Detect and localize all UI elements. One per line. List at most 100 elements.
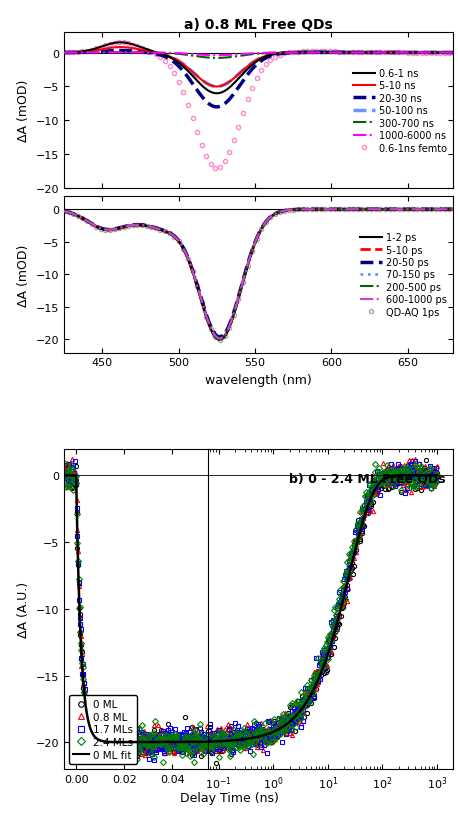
0.6-1 ns — [214, 89, 219, 99]
0.6-1 ns — [131, 41, 137, 50]
Line: 1000-6000 ns: 1000-6000 ns — [64, 53, 457, 56]
5-10 ps — [357, 205, 363, 215]
200-500 ps — [357, 205, 363, 215]
5-10 ps — [61, 207, 67, 217]
20-50 ps — [61, 207, 67, 217]
1-2 ps — [162, 227, 168, 237]
70-150 ps — [357, 205, 363, 215]
0.6-1ns femto — [401, 49, 406, 59]
QD-AQ 1ps — [61, 207, 67, 217]
200-500 ps — [162, 227, 168, 237]
1-2 ps — [454, 205, 458, 215]
0.6-1 ns — [294, 48, 300, 58]
0.6-1 ns — [61, 49, 67, 59]
5-10 ps — [293, 205, 299, 215]
20-50 ps — [217, 332, 223, 342]
300-700 ns — [131, 48, 137, 58]
QD-AQ 1ps — [103, 226, 108, 236]
1000-6000 ns — [358, 49, 364, 59]
600-1000 ps — [324, 205, 329, 215]
300-700 ns — [454, 49, 458, 59]
50-100 ns — [454, 49, 458, 59]
300-700 ns — [358, 49, 364, 59]
70-150 ps — [293, 205, 299, 215]
0.6-1ns femto — [71, 48, 76, 58]
Line: 300-700 ns: 300-700 ns — [64, 53, 457, 59]
QD-AQ 1ps — [71, 210, 76, 220]
600-1000 ps — [454, 205, 458, 215]
Legend: 0 ML, 0.8 ML, 1.7 MLs, 2.4 MLs, 0 ML fit: 0 ML, 0.8 ML, 1.7 MLs, 2.4 MLs, 0 ML fit — [69, 696, 137, 764]
1-2 ps — [217, 335, 223, 345]
20-30 ns — [294, 49, 300, 59]
20-30 ns — [118, 46, 123, 56]
300-700 ns — [118, 48, 123, 58]
0.6-1ns femto — [103, 41, 108, 51]
Legend: 0.6-1 ns, 5-10 ns, 20-30 ns, 50-100 ns, 300-700 ns, 1000-6000 ns, 0.6-1ns femto: 0.6-1 ns, 5-10 ns, 20-30 ns, 50-100 ns, … — [349, 65, 451, 157]
5-10 ps — [217, 335, 223, 345]
Line: 1-2 ps: 1-2 ps — [64, 210, 457, 340]
5-10 ps — [162, 227, 168, 237]
0.6-1 ns — [118, 38, 123, 48]
70-150 ps — [240, 278, 245, 288]
50-100 ns — [214, 83, 219, 93]
50-100 ns — [358, 49, 364, 59]
20-30 ns — [163, 53, 169, 63]
0.6-1 ns — [454, 49, 458, 59]
Line: 20-30 ns: 20-30 ns — [64, 51, 457, 108]
1-2 ps — [240, 280, 245, 290]
Line: 0.6-1 ns: 0.6-1 ns — [64, 43, 457, 94]
Line: 200-500 ps: 200-500 ps — [64, 210, 457, 340]
600-1000 ps — [162, 227, 168, 237]
50-100 ns — [325, 49, 330, 59]
QD-AQ 1ps — [451, 205, 457, 215]
1000-6000 ns — [214, 51, 219, 61]
Title: a) 0.8 ML Free QDs: a) 0.8 ML Free QDs — [185, 18, 333, 32]
QD-AQ 1ps — [254, 234, 259, 244]
20-50 ps — [324, 205, 329, 215]
5-10 ns — [325, 48, 330, 58]
1000-6000 ns — [325, 49, 330, 59]
20-30 ns — [131, 47, 137, 57]
0.6-1 ns — [163, 51, 169, 61]
300-700 ns — [294, 49, 300, 59]
5-10 ns — [163, 51, 169, 61]
200-500 ps — [131, 221, 136, 231]
5-10 ns — [61, 49, 67, 59]
Line: QD-AQ 1ps: QD-AQ 1ps — [62, 208, 456, 342]
5-10 ps — [240, 280, 245, 290]
QD-AQ 1ps — [396, 205, 402, 215]
5-10 ns — [454, 49, 458, 59]
5-10 ns — [118, 43, 123, 53]
300-700 ns — [214, 54, 219, 64]
0.6-1ns femto — [451, 49, 457, 59]
200-500 ps — [454, 205, 458, 215]
20-50 ps — [131, 221, 136, 231]
0.6-1ns femto — [61, 49, 67, 59]
300-700 ns — [163, 49, 169, 59]
1000-6000 ns — [454, 49, 458, 59]
5-10 ps — [131, 221, 136, 231]
Y-axis label: ΔA (mOD): ΔA (mOD) — [17, 80, 30, 142]
1-2 ps — [324, 205, 329, 215]
20-30 ns — [454, 49, 458, 59]
Line: 50-100 ns: 50-100 ns — [64, 53, 457, 88]
20-30 ns — [240, 77, 245, 87]
200-500 ps — [61, 207, 67, 217]
X-axis label: wavelength (nm): wavelength (nm) — [205, 374, 312, 386]
Line: 600-1000 ps: 600-1000 ps — [64, 210, 457, 339]
20-50 ps — [240, 279, 245, 289]
0.6-1 ns — [240, 69, 245, 79]
200-500 ps — [217, 335, 223, 345]
5-10 ps — [324, 205, 329, 215]
5-10 ns — [240, 66, 245, 76]
70-150 ps — [162, 227, 168, 237]
300-700 ns — [240, 51, 245, 61]
0.6-1 ns — [358, 48, 364, 58]
50-100 ns — [240, 66, 245, 76]
QD-AQ 1ps — [364, 205, 370, 215]
1000-6000 ns — [163, 49, 169, 59]
600-1000 ps — [131, 221, 136, 231]
20-50 ps — [293, 205, 299, 215]
1000-6000 ns — [294, 49, 300, 59]
200-500 ps — [240, 280, 245, 290]
